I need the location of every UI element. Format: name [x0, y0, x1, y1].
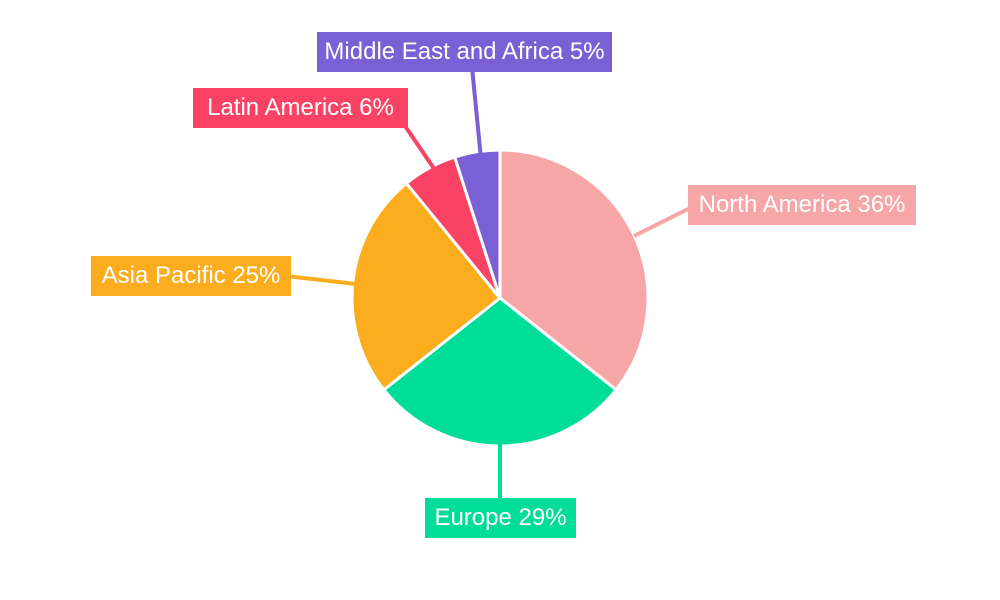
pie-slice-middle-east-africa[interactable] — [453, 148, 502, 300]
leader-line-middle-east-africa — [470, 66, 483, 160]
pie-label-middle-east-africa: Middle East and Africa 5% — [317, 32, 612, 72]
pie-label-latin-america: Latin America 6% — [193, 88, 408, 128]
pie-slices-group — [350, 148, 650, 448]
leader-line-asia-pacific — [285, 274, 357, 286]
pie-label-text-europe: Europe 29% — [434, 504, 567, 531]
pie-label-europe: Europe 29% — [425, 498, 576, 538]
pie-label-text-latin-america: Latin America 6% — [207, 94, 394, 121]
leader-lines-group — [285, 66, 695, 502]
pie-label-text-asia-pacific: Asia Pacific 25% — [101, 262, 281, 289]
leader-line-north-america — [633, 204, 695, 238]
leader-line-latin-america — [401, 121, 439, 175]
pie-label-text-middle-east-africa: Middle East and Africa 5% — [324, 38, 605, 65]
pie-label-asia-pacific: Asia Pacific 25% — [91, 256, 291, 296]
pie-slice-north-america[interactable] — [498, 148, 650, 392]
pie-label-text-north-america: North America 36% — [698, 191, 906, 218]
pie-label-north-america: North America 36% — [688, 185, 916, 225]
